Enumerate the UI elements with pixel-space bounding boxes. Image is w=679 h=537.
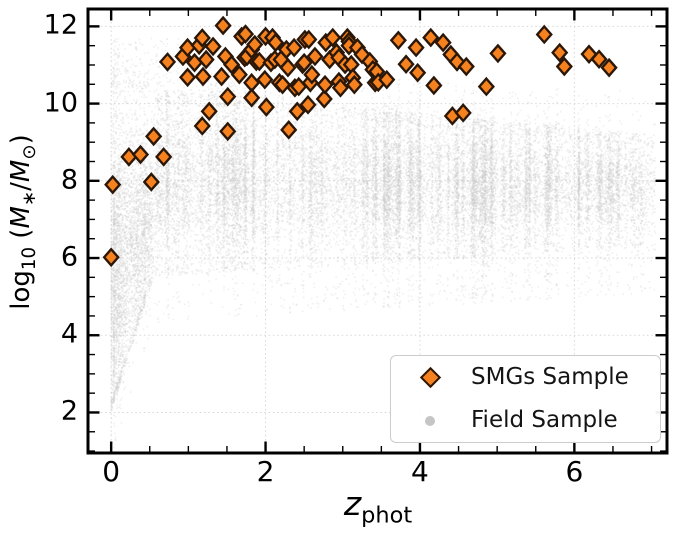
- ylabel-log: log: [6, 270, 36, 310]
- smg-point: [102, 247, 120, 268]
- smg-point: [158, 52, 177, 72]
- smg-point: [193, 28, 211, 48]
- axes-frame: [86, 7, 669, 455]
- smg-point: [551, 42, 569, 63]
- legend-field-label: Field Sample: [471, 407, 618, 433]
- x-tick-label: 0: [102, 455, 121, 488]
- x-tick-label: 2: [256, 455, 275, 488]
- legend-item-smgs: SMGs Sample: [391, 357, 660, 399]
- smg-point: [145, 126, 163, 147]
- smg-point: [389, 30, 407, 51]
- smg-point: [306, 46, 324, 67]
- smg-point: [131, 144, 150, 165]
- smg-point: [257, 97, 275, 117]
- smg-point: [407, 37, 425, 58]
- y-tick-label: 10: [43, 86, 78, 118]
- smg-point: [590, 49, 608, 70]
- y-tick-label: 8: [60, 164, 78, 196]
- smg-point: [104, 174, 122, 195]
- smg-point: [280, 120, 298, 140]
- smg-point: [353, 44, 371, 65]
- smg-point: [288, 101, 306, 122]
- smg-point: [279, 57, 297, 78]
- y-axis-label: log10 (M∗/M⊙): [6, 52, 42, 392]
- smg-point: [204, 36, 222, 57]
- smg-point: [142, 172, 160, 192]
- field-circle-icon: [425, 415, 435, 426]
- smg-point: [230, 64, 248, 85]
- smgs-diamond-icon: [419, 366, 441, 389]
- xlabel-z: z: [343, 484, 362, 523]
- x-axis-label: zphot: [228, 484, 528, 529]
- smg-point: [219, 121, 237, 142]
- smg-point: [299, 94, 317, 115]
- x-tick-label: 4: [411, 455, 429, 488]
- smg-point: [345, 74, 363, 95]
- smg-point: [267, 32, 285, 53]
- smg-point: [212, 66, 231, 87]
- smg-point: [295, 52, 313, 73]
- ylabel-mstar: M: [6, 206, 36, 229]
- smg-point: [555, 56, 573, 77]
- smg-point: [194, 66, 212, 87]
- smg-point: [303, 64, 321, 85]
- ylabel-slash: /: [6, 182, 36, 191]
- legend-smgs-label: SMGs Sample: [471, 364, 629, 390]
- y-tick-label: 12: [43, 9, 78, 41]
- smg-point: [454, 103, 472, 123]
- smg-point: [250, 51, 268, 72]
- ylabel-log-sub: 10: [19, 246, 41, 271]
- legend: SMGs Sample Field Sample: [390, 355, 661, 443]
- y-tick-label: 2: [60, 395, 78, 427]
- smg-point: [331, 77, 350, 98]
- smg-point: [535, 24, 553, 45]
- ylabel-mstar-sub: ∗: [19, 190, 41, 207]
- ylabel-msun: M: [6, 159, 36, 183]
- smg-point: [378, 69, 396, 90]
- smg-point: [397, 54, 415, 75]
- smg-point: [120, 147, 138, 167]
- legend-field-marker-box: [417, 415, 443, 426]
- y-tick-label: 6: [60, 241, 78, 273]
- smg-point: [300, 29, 318, 50]
- smg-point: [285, 37, 303, 58]
- smg-point: [236, 24, 255, 44]
- smg-point: [246, 34, 264, 55]
- smg-point: [457, 56, 475, 77]
- ylabel-msun-sub: ⊙: [19, 144, 41, 160]
- smg-point: [155, 147, 173, 167]
- xlabel-phot-sub: phot: [361, 502, 413, 529]
- smg-point: [243, 87, 261, 108]
- smg-point: [178, 67, 197, 88]
- smg-point: [316, 74, 334, 95]
- legend-item-field: Field Sample: [391, 400, 660, 442]
- smg-point: [200, 101, 218, 122]
- smg-point: [273, 74, 292, 95]
- smg-point: [422, 27, 440, 48]
- smg-point: [324, 27, 342, 48]
- x-tick-label: 6: [565, 455, 584, 488]
- smg-point: [489, 43, 507, 64]
- smg-point: [315, 89, 333, 109]
- smg-point: [580, 44, 598, 64]
- smg-point: [219, 86, 237, 107]
- legend-smgs-marker-box: [417, 366, 443, 389]
- smg-point: [409, 62, 427, 83]
- y-tick-label: 4: [60, 318, 78, 350]
- smg-point: [197, 49, 215, 70]
- smg-point: [222, 54, 241, 75]
- smg-point: [425, 75, 443, 96]
- smg-point: [256, 69, 274, 90]
- ylabel-open-paren: (: [6, 228, 36, 247]
- smg-point: [193, 116, 211, 136]
- smg-point: [600, 57, 618, 78]
- ylabel-close-paren: ): [6, 134, 36, 145]
- smg-point: [477, 76, 495, 97]
- smg-point: [434, 32, 452, 53]
- smg-point: [214, 15, 232, 36]
